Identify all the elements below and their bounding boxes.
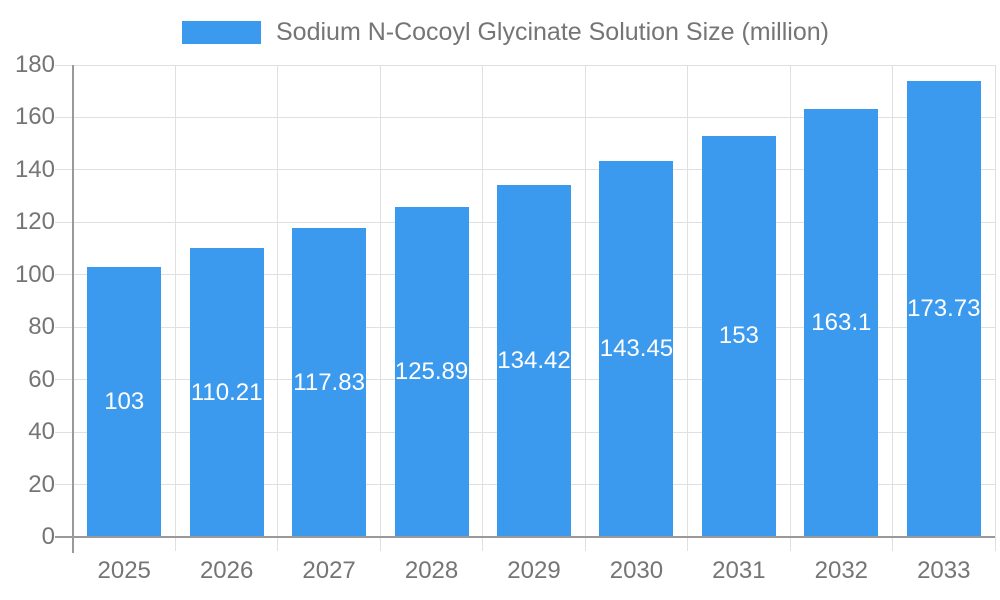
y-axis-tick-label: 100: [14, 260, 55, 288]
x-gridline: [174, 65, 176, 551]
y-axis-tick-label: 40: [28, 418, 55, 446]
x-gridline: [892, 65, 894, 551]
y-axis-tick-label: 0: [41, 523, 55, 550]
x-gridline: [482, 65, 484, 551]
bar[interactable]: [804, 109, 879, 537]
bar-value-label: 163.1: [811, 309, 872, 337]
x-axis-tick-label: 2031: [712, 557, 766, 584]
bar-value-label: 103: [104, 387, 145, 415]
x-gridline: [277, 65, 279, 551]
x-gridline: [584, 65, 586, 551]
bar[interactable]: [701, 135, 776, 537]
x-gridline: [994, 65, 996, 551]
bar[interactable]: [292, 228, 367, 537]
bar[interactable]: [189, 248, 264, 537]
legend-swatch: [182, 20, 261, 44]
x-gridline: [789, 65, 791, 551]
x-axis-tick-label: 2027: [302, 557, 356, 584]
bar[interactable]: [87, 266, 162, 537]
x-gridline: [687, 65, 689, 551]
x-axis-tick-label: 2026: [199, 557, 254, 584]
x-axis-tick-label: 2029: [507, 557, 561, 584]
bar-value-label: 110.21: [190, 378, 263, 406]
legend-item[interactable]: Sodium N-Cocoyl Glycinate Solution Size …: [182, 18, 829, 46]
x-axis-line: [55, 536, 995, 538]
y-axis-tick-label: 120: [14, 208, 55, 236]
y-axis-tick-label: 80: [28, 313, 55, 341]
y-axis-line: [72, 65, 74, 553]
bar[interactable]: [599, 160, 674, 537]
x-gridline: [379, 65, 381, 551]
y-axis-tick-label: 20: [28, 470, 55, 498]
y-gridline: [55, 64, 995, 66]
bar[interactable]: [394, 206, 469, 537]
y-axis-tick-label: 160: [14, 103, 55, 131]
bar-value-label: 117.83: [293, 368, 365, 396]
y-gridline: [55, 116, 995, 118]
x-axis-tick-label: 2028: [404, 557, 459, 584]
bar-value-label: 125.89: [394, 357, 469, 385]
y-axis-tick-label: 140: [14, 155, 55, 183]
x-axis-tick-label: 2030: [609, 557, 664, 584]
y-axis-tick-label: 60: [28, 365, 55, 393]
bar-value-label: 173.73: [907, 295, 981, 323]
legend-label: Sodium N-Cocoyl Glycinate Solution Size …: [276, 17, 829, 46]
y-axis-tick-label: 180: [14, 51, 55, 78]
bar-value-label: 143.45: [599, 334, 674, 362]
y-gridline: [55, 169, 995, 171]
bar[interactable]: [906, 81, 981, 537]
x-axis-tick-label: 2033: [917, 557, 971, 584]
x-axis-tick-label: 2025: [97, 557, 151, 584]
x-axis-tick-label: 2032: [814, 557, 869, 584]
bar-value-label: 134.42: [497, 346, 571, 374]
bar[interactable]: [497, 184, 571, 537]
bar-value-label: 153: [718, 322, 759, 350]
